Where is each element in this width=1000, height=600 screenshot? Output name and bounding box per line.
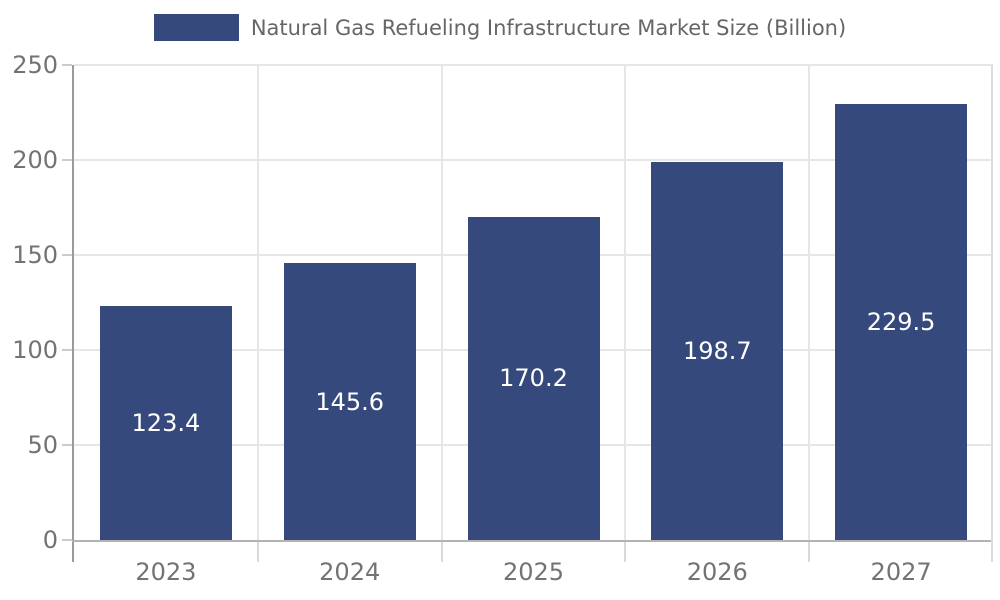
x-tick-label-2023: 2023 <box>135 558 197 586</box>
y-tick-label: 200 <box>12 146 58 174</box>
bar-value-label: 198.7 <box>682 337 752 366</box>
x-tick-label-2027: 2027 <box>870 558 932 586</box>
bar-value-label: 145.6 <box>315 387 385 416</box>
y-tick-mark <box>62 349 72 351</box>
y-tick-mark <box>62 254 72 256</box>
x-axis-tick <box>808 542 811 562</box>
x-tick-label-2026: 2026 <box>686 558 748 586</box>
x-axis-tick <box>256 542 259 562</box>
bar-2024: 145.6 <box>283 263 416 540</box>
bar-value-label: 170.2 <box>499 364 568 393</box>
bar-2026: 198.7 <box>651 162 784 540</box>
bar-value-label: 123.4 <box>131 408 201 437</box>
legend-swatch-icon <box>153 14 239 41</box>
x-tick-label-2025: 2025 <box>502 558 565 586</box>
y-axis-line <box>72 65 74 562</box>
x-axis-tick <box>624 542 627 562</box>
y-tick-mark <box>62 64 72 66</box>
y-tick-mark <box>62 539 72 541</box>
y-tick-mark <box>62 159 72 161</box>
bar-2027: 229.5 <box>835 103 968 540</box>
x-tick-label-2024: 2024 <box>319 558 381 586</box>
y-tick-label: 150 <box>12 241 58 269</box>
plot-right-border <box>991 65 993 562</box>
y-tick-label: 0 <box>42 526 58 554</box>
y-tick-label: 100 <box>12 336 58 364</box>
bar-2023: 123.4 <box>99 305 232 540</box>
gridline-h <box>74 159 993 161</box>
gridline-h <box>74 64 993 66</box>
y-tick-mark <box>62 444 72 446</box>
y-tick-label: 250 <box>12 51 58 79</box>
plot-area: 123.4 145.6 170.2 198.7 229.5 <box>72 64 993 562</box>
bar-2025: 170.2 <box>467 216 600 540</box>
gridline-v <box>256 65 259 540</box>
x-axis-line <box>72 540 993 542</box>
gridline-v <box>624 65 627 540</box>
gridline-v <box>440 65 443 540</box>
x-axis-tick <box>440 542 443 562</box>
chart-title: Natural Gas Refueling Infrastructure Mar… <box>250 15 847 40</box>
bar-value-label: 229.5 <box>866 307 936 336</box>
gridline-v <box>808 65 811 540</box>
y-tick-label: 50 <box>27 431 58 459</box>
chart-legend: Natural Gas Refueling Infrastructure Mar… <box>0 14 1000 41</box>
